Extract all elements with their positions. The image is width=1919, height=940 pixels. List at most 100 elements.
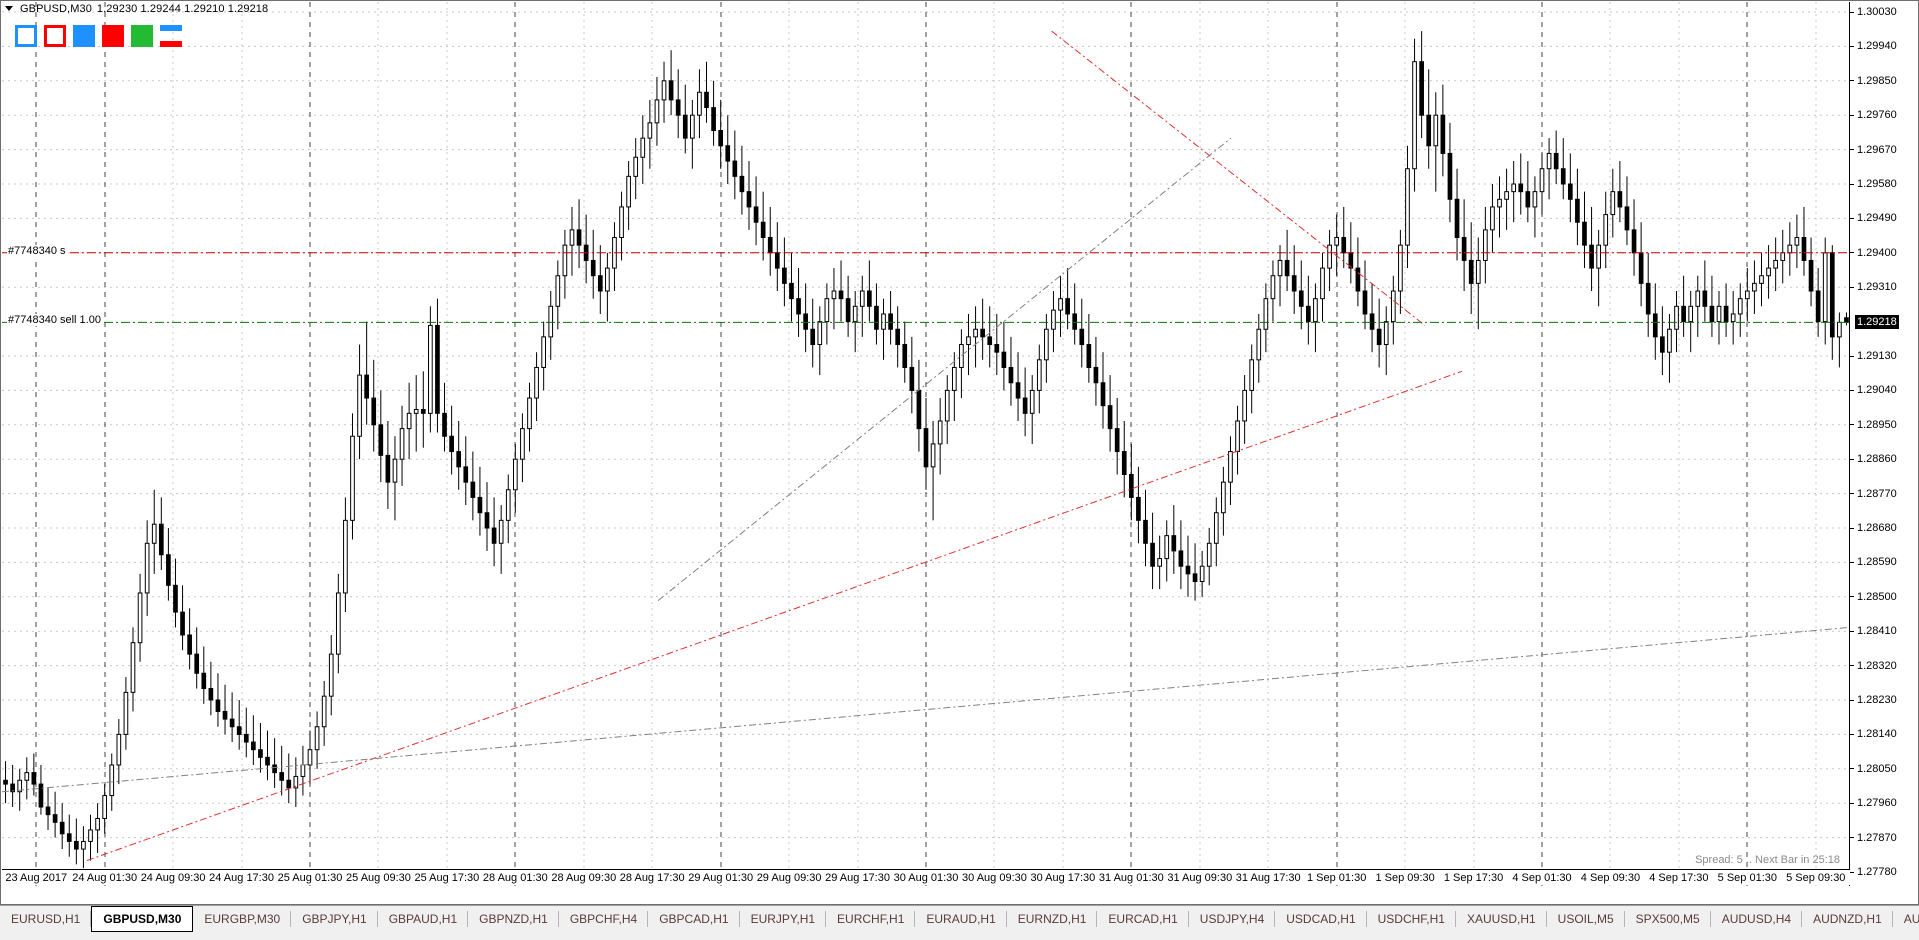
chart-tab-eurcad[interactable]: EURCAD,H1 — [1097, 907, 1189, 931]
level-line-label: #7748340 s — [7, 244, 67, 257]
chart-tab-gbpaud[interactable]: GBPAUD,H1 — [378, 907, 469, 931]
chart-tab-gbpcad[interactable]: GBPCAD,H1 — [648, 907, 740, 931]
chart-tab-label: USDJPY,H4 — [1199, 912, 1265, 926]
price-tick-mark — [1850, 768, 1854, 770]
candle — [824, 283, 830, 345]
candle — [413, 375, 419, 452]
candle — [959, 329, 964, 399]
candle — [1589, 206, 1594, 292]
chart-tab-euraud[interactable]: EURAUD,H1 — [915, 907, 1007, 931]
candle — [3, 761, 8, 804]
candle — [987, 306, 993, 368]
price-tick-label: 1.28320 — [1857, 659, 1897, 672]
chart-tab-label: GBPJPY,H1 — [302, 912, 367, 926]
chart-tab-eurnzd[interactable]: EURNZD,H1 — [1007, 907, 1098, 931]
candle — [1610, 168, 1616, 238]
candle — [1518, 153, 1524, 215]
candle — [1405, 145, 1410, 269]
candle — [1660, 306, 1665, 376]
time-tick-label: 31 Aug 17:30 — [1235, 872, 1301, 884]
chart-window[interactable]: GBPUSD,M30 1.29230 1.29244 1.29210 1.292… — [0, 0, 1919, 905]
candle — [151, 489, 157, 574]
chart-tab-eurchf[interactable]: EURCHF,H1 — [826, 907, 916, 931]
candle — [1199, 550, 1205, 597]
chart-tab-eurgbp[interactable]: EURGBP,M30 — [193, 907, 292, 931]
candle — [201, 646, 207, 704]
chart-tab-xauusd[interactable]: XAUUSD,H1 — [1456, 907, 1547, 931]
price-tick-mark — [1850, 837, 1854, 839]
chart-tab-gbpchf[interactable]: GBPCHF,H4 — [559, 907, 649, 931]
candle — [966, 313, 971, 376]
time-tick-label: 28 Aug 17:30 — [619, 872, 685, 884]
candle — [442, 382, 447, 452]
price-tick-label: 1.27780 — [1857, 866, 1897, 878]
candle — [463, 436, 469, 506]
candle — [208, 661, 214, 716]
chart-tab-usdcad[interactable]: USDCAD,H1 — [1275, 907, 1367, 931]
chart-tab-gbpnzd[interactable]: GBPNZD,H1 — [468, 907, 559, 931]
status-bar-text: Spread: 5 .. Next Bar in 25:18 — [1695, 854, 1840, 866]
candle — [909, 336, 915, 414]
chart-tab-spx500[interactable]: SPX500,M5 — [1625, 907, 1711, 931]
price-tick — [1850, 768, 1918, 770]
candle — [1596, 229, 1601, 307]
candle — [1688, 291, 1694, 353]
candle — [1221, 466, 1226, 536]
price-tick — [1850, 252, 1918, 254]
candle — [335, 573, 341, 674]
tab-separator — [290, 911, 292, 927]
chart-tab-label: EURJPY,H1 — [750, 912, 816, 926]
candle — [1383, 306, 1389, 376]
candle — [1815, 268, 1821, 337]
candle — [1674, 291, 1679, 353]
chart-tab-gbpusd[interactable]: GBPUSD,M30 — [91, 906, 194, 932]
candle — [874, 283, 879, 345]
time-tick-label: 1 Sep 09:30 — [1375, 872, 1435, 884]
time-scale-axis[interactable]: 23 Aug 2017 24 Aug 01:30 24 Aug 09:30 24 Au… — [2, 869, 1850, 885]
chart-tab-eurjpy[interactable]: EURJPY,H1 — [740, 907, 827, 931]
price-tick — [1850, 802, 1918, 804]
candle — [350, 413, 355, 540]
split-bottom — [160, 41, 182, 47]
price-tick-label: 1.29580 — [1857, 178, 1897, 190]
box-solid-green — [131, 25, 153, 47]
chart-tab-label: USDCHF,H1 — [1377, 912, 1445, 926]
candle — [328, 635, 334, 716]
candle — [215, 673, 221, 727]
price-tick — [1850, 527, 1918, 529]
chart-tab-gbpjpy[interactable]: GBPJPY,H1 — [291, 907, 378, 931]
chart-plot-area[interactable] — [2, 2, 1850, 886]
candle — [1617, 161, 1623, 223]
candle — [697, 69, 702, 139]
price-tick-mark — [1850, 80, 1854, 82]
chart-tab-usdjpy[interactable]: USDJPY,H4 — [1189, 907, 1276, 931]
candle — [399, 405, 405, 486]
candle — [640, 115, 646, 184]
price-scale-axis[interactable]: 1.30030 1.29940 1.29850 1.29760 1.29670 1.295… — [1849, 2, 1918, 886]
chart-tab-usoil[interactable]: USOIL,M5 — [1547, 907, 1625, 931]
candle — [1638, 222, 1644, 307]
chart-menu-arrow-icon[interactable] — [5, 6, 13, 11]
price-tick-label: 1.29760 — [1857, 109, 1897, 122]
candle — [534, 352, 539, 421]
candle — [1447, 122, 1453, 223]
candle — [1355, 237, 1361, 307]
chart-tab-audusd[interactable]: AUDUSD,H4 — [1711, 907, 1803, 931]
candle — [732, 130, 738, 200]
time-tick-label: 25 Aug 17:30 — [414, 872, 480, 884]
chart-tab-audcad[interactable]: AUDCAD,Daily — [1893, 907, 1919, 931]
chart-tab-label: EURUSD,H1 — [11, 912, 81, 926]
chart-tab-audnzd[interactable]: AUDNZD,H1 — [1802, 907, 1893, 931]
tab-separator — [1365, 911, 1367, 927]
candle — [633, 138, 639, 200]
tab-separator — [557, 911, 559, 927]
chart-tab-bar[interactable]: EURUSD,H1 GBPUSD,M30 EURGBP,M30 GBPJPY,H1 GB… — [0, 905, 1919, 940]
chart-tab-usdchf[interactable]: USDCHF,H1 — [1367, 907, 1456, 931]
candle — [888, 291, 893, 345]
candle — [116, 719, 122, 785]
candle — [236, 700, 242, 750]
time-tick-label: 24 Aug 01:30 — [72, 872, 138, 884]
chart-tab-eurusd[interactable]: EURUSD,H1 — [0, 907, 92, 931]
price-tick-label: 1.29040 — [1857, 384, 1897, 397]
candle — [527, 382, 532, 452]
